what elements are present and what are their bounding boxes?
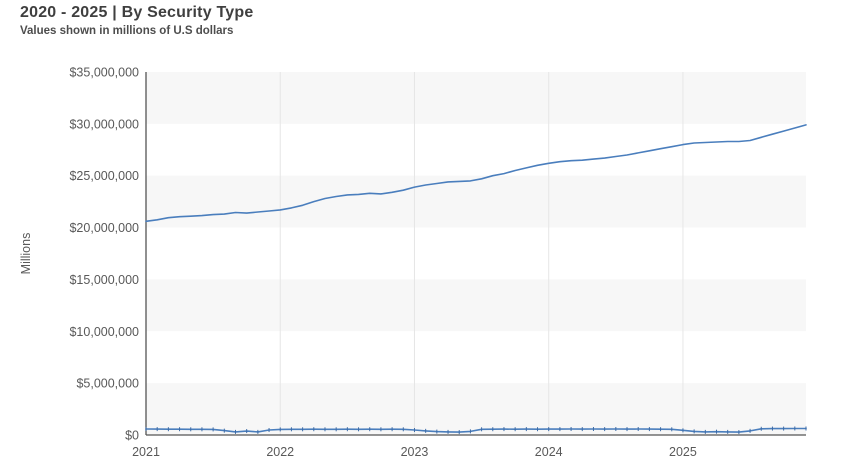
- y-tick-label: $15,000,000: [69, 273, 139, 287]
- plot-band: [146, 227, 806, 280]
- vertical-gridlines: [279, 72, 684, 435]
- series-2-markers: [145, 426, 807, 435]
- plot-band: [146, 279, 806, 332]
- y-tick-label: $5,000,000: [76, 377, 139, 391]
- y-axis-labels: $35,000,000 $30,000,000 $25,000,000 $20,000…: [69, 66, 139, 443]
- y-tick-label: $10,000,000: [69, 325, 139, 339]
- x-tick-label: 2021: [132, 445, 160, 459]
- y-axis-title: Millions: [19, 233, 33, 275]
- x-axis-labels: 2021 2022 2023 2024 2025: [132, 445, 697, 459]
- chart-subtitle: Values shown in millions of U.S dollars: [20, 25, 234, 37]
- x-tick-label: 2025: [669, 445, 697, 459]
- plot-band: [146, 175, 806, 228]
- y-tick-label: $20,000,000: [69, 221, 139, 235]
- plot-bands: [146, 72, 806, 435]
- series-2-line[interactable]: [145, 427, 807, 433]
- y-tick-label: $30,000,000: [69, 117, 139, 131]
- plot-band: [146, 72, 806, 124]
- y-tick-label: $25,000,000: [69, 169, 139, 183]
- plot-band: [146, 123, 806, 176]
- x-tick-label: 2024: [535, 445, 563, 459]
- series-1-line[interactable]: [145, 124, 807, 223]
- y-tick-label: $0: [125, 429, 139, 443]
- y-tick-label: $35,000,000: [69, 66, 139, 80]
- plot-band: [146, 331, 806, 384]
- chart-title: 2020 - 2025 | By Security Type: [20, 4, 254, 21]
- x-tick-label: 2023: [401, 445, 429, 459]
- x-tick-label: 2022: [266, 445, 294, 459]
- plot-band: [146, 383, 806, 435]
- chart-header: 2020 - 2025 | By Security Type Values sh…: [20, 4, 253, 37]
